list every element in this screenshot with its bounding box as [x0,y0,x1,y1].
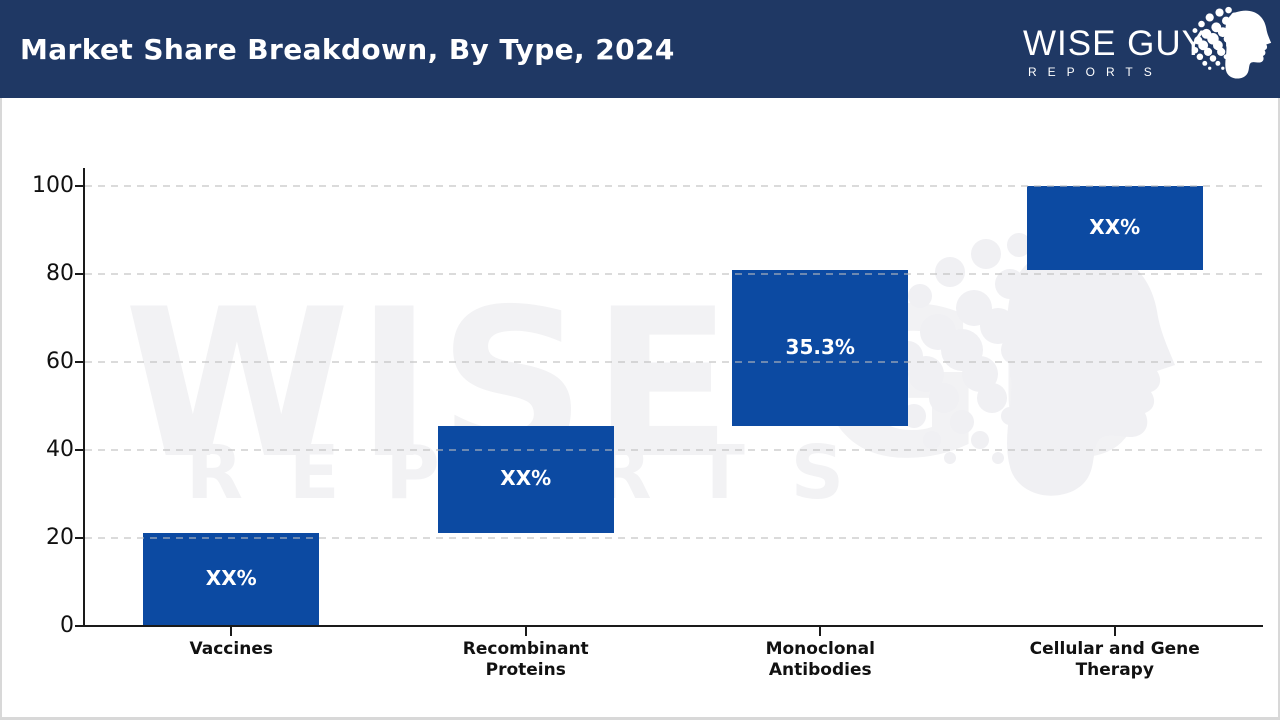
bar-value-label: XX% [205,566,257,591]
page-title: Market Share Breakdown, By Type, 2024 [20,32,675,66]
header-bar: Market Share Breakdown, By Type, 2024 WI… [0,0,1280,98]
bar [143,532,320,626]
y-axis [83,168,85,627]
y-axis-tick [75,361,84,363]
y-axis-tick [75,625,84,627]
y-axis-tick [75,185,84,187]
page-border-right [1278,98,1280,720]
y-axis-tick [75,273,84,275]
x-axis-tick [524,627,527,636]
y-tick-label: 40 [46,437,74,462]
grid-line [85,449,1262,451]
x-axis-tick [819,627,822,636]
page-border-left [0,98,2,720]
x-axis-tick [230,627,233,636]
wise-guy-head-icon [1191,6,1272,79]
logo-wiseguy-text: WISE GUY [1022,23,1206,63]
y-tick-label: 60 [46,349,74,374]
category-label: Recombinant Proteins [462,639,589,680]
y-tick-label: 100 [32,173,74,198]
category-label: Vaccines [189,639,273,659]
bar-value-label: XX% [1089,215,1141,240]
y-tick-label: 20 [46,525,74,550]
x-axis [83,625,1263,627]
logo-text: WISE GUY REPORTS [1023,24,1206,79]
bar-value-label: 35.3% [785,335,855,360]
grid-line [85,273,1262,275]
y-tick-label: 0 [60,613,74,638]
x-axis-tick [1113,627,1116,636]
category-label: Cellular and Gene Therapy [1029,639,1200,680]
page-border-bottom [0,717,1280,720]
bar-value-label: XX% [500,466,552,491]
logo-reports-text: REPORTS [1027,64,1163,79]
wise-guy-reports-logo: WISE GUY REPORTS [1023,4,1272,92]
category-label: Monoclonal Antibodies [765,639,875,680]
grid-line [85,361,1262,363]
bar [437,425,614,533]
y-tick-label: 80 [46,261,74,286]
bar [732,270,909,426]
y-axis-tick [75,537,84,539]
y-axis-tick [75,449,84,451]
